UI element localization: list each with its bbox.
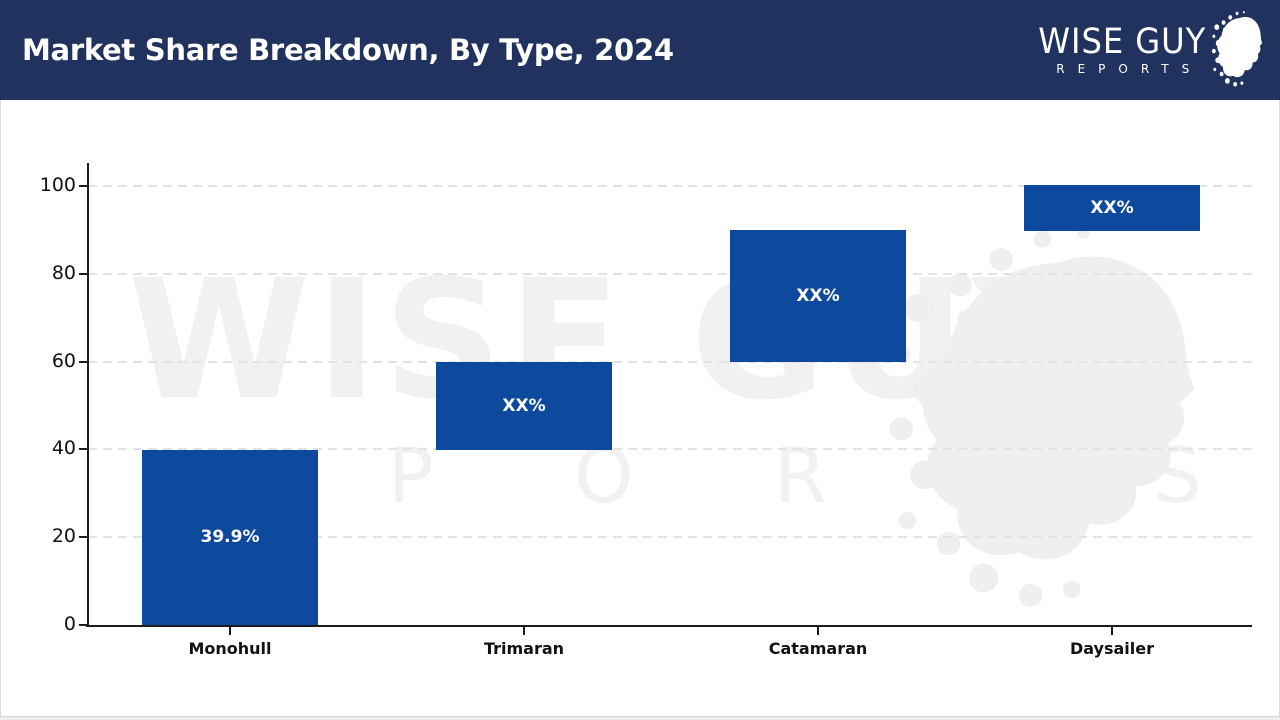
plot-area: 0 20 40 60 80 100 39.9% XX% XX% XX% Monohull Trimar… <box>0 100 1280 717</box>
footer-strip <box>0 717 1280 720</box>
logo-wordmark-line2: REPORTS <box>1056 62 1203 77</box>
y-axis-tick-label: 60 <box>51 349 76 372</box>
y-gridline <box>88 185 1252 187</box>
y-axis-tick-mark <box>79 536 87 539</box>
y-axis-tick-label: 80 <box>51 261 76 284</box>
y-gridline <box>88 536 1252 539</box>
x-axis-category-label: Catamaran <box>768 639 868 658</box>
y-axis-tick-label: 20 <box>51 525 76 548</box>
y-axis-tick-mark <box>79 360 87 363</box>
bar-segment-catamaran: XX% <box>730 230 906 363</box>
logo-wordmark: WISE GUY REPORTS <box>1031 21 1214 77</box>
y-axis-line <box>87 163 89 627</box>
page-title: Market Share Breakdown, By Type, 2024 <box>22 33 674 67</box>
x-axis-category-label: Daysailer <box>1069 639 1155 658</box>
logo-head-icon <box>1211 11 1263 87</box>
x-axis-category-label: Monohull <box>188 639 272 658</box>
bar-value-label: 39.9% <box>200 527 260 548</box>
x-axis-tick-mark <box>817 627 819 635</box>
y-axis-tick-mark <box>79 185 87 187</box>
y-axis-tick-label: 0 <box>63 613 76 635</box>
y-axis-tick-mark <box>79 624 87 626</box>
y-axis-tick-mark <box>79 272 87 275</box>
x-axis-tick-mark <box>1111 627 1113 635</box>
logo-wordmark-line1: WISE GUY <box>1038 21 1207 62</box>
page-border-left <box>0 100 1 717</box>
bar-value-label: XX% <box>502 395 546 416</box>
bar-segment-monohull: 39.9% <box>142 449 318 625</box>
x-axis-line <box>86 625 1252 627</box>
y-axis-tick-label: 40 <box>51 437 76 460</box>
bar-value-label: XX% <box>1090 197 1134 218</box>
chart-area: WISE GUY P O R T S 0 20 40 60 80 100 39.9% XX% X… <box>0 100 1280 717</box>
brand-logo: WISE GUY REPORTS <box>1031 6 1268 94</box>
bar-segment-trimaran: XX% <box>436 361 612 450</box>
bar-value-label: XX% <box>796 286 840 307</box>
bar-segment-daysailer: XX% <box>1024 185 1200 231</box>
x-axis-tick-mark <box>523 627 525 635</box>
y-gridline <box>88 360 1252 363</box>
y-gridline <box>88 272 1252 275</box>
footer-divider <box>0 716 1280 717</box>
y-gridline <box>88 448 1252 451</box>
y-axis-tick-mark <box>79 448 87 451</box>
x-axis-tick-mark <box>229 627 231 635</box>
y-axis-tick-label: 100 <box>39 174 76 196</box>
x-axis-category-label: Trimaran <box>483 639 565 658</box>
header-bar: Market Share Breakdown, By Type, 2024 WI… <box>0 0 1280 100</box>
